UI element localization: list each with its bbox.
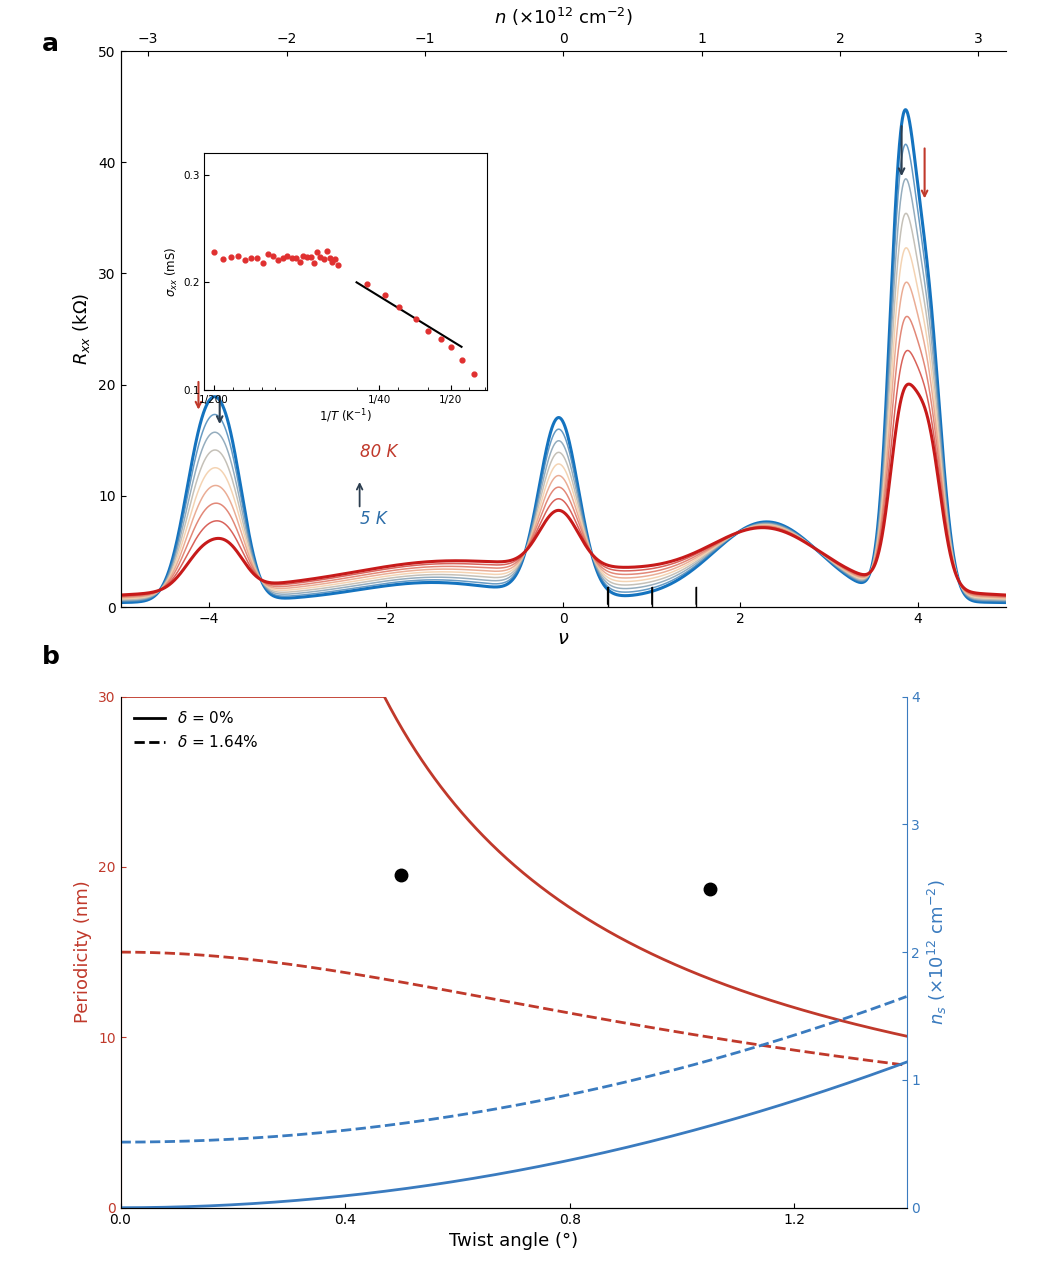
Point (442, 336, 459, 357)
$\delta$ = 1.64% (741, 1035, 754, 1051)
X-axis label: $1/T$ (K$^{-1}$): $1/T$ (K$^{-1}$) (320, 408, 372, 426)
Text: 5 K: 5 K (359, 510, 387, 528)
Point (391, 296, 408, 317)
Point (309, 242, 326, 262)
$\delta$ = 0% (114, 689, 127, 704)
Point (465, 363, 482, 383)
Point (283, 248, 300, 268)
$\delta$ = 0% (900, 1029, 913, 1044)
Point (329, 254, 346, 275)
Text: 80 K: 80 K (359, 443, 397, 461)
Point (306, 252, 323, 272)
X-axis label: $n$ ($\times$10$^{12}$ cm$^{-2}$): $n$ ($\times$10$^{12}$ cm$^{-2}$) (494, 6, 633, 28)
X-axis label: $\nu$: $\nu$ (558, 629, 569, 648)
$\delta$ = 1.64% (432, 982, 444, 997)
Point (433, 328, 450, 349)
$\delta$ = 0% (432, 776, 444, 791)
Point (287, 248, 304, 268)
X-axis label: Twist angle (°): Twist angle (°) (449, 1232, 578, 1250)
Point (291, 252, 308, 272)
Point (230, 247, 246, 267)
$\delta$ = 0% (654, 951, 667, 966)
$\delta$ = 1.64% (900, 1058, 913, 1074)
Point (269, 249, 286, 270)
Point (205, 242, 222, 262)
$\delta$ = 0% (460, 810, 473, 826)
Point (453, 349, 470, 369)
Point (327, 249, 344, 270)
Point (265, 245, 282, 266)
$\delta$ = 1.64% (727, 1034, 740, 1049)
Point (255, 253, 271, 273)
$\delta$ = 0% (741, 985, 754, 1001)
Point (324, 252, 341, 272)
Point (294, 245, 311, 266)
Y-axis label: $n_s$ ($\times$10$^{12}$ cm$^{-2}$): $n_s$ ($\times$10$^{12}$ cm$^{-2}$) (925, 879, 948, 1025)
Point (408, 309, 424, 330)
Line: $\delta$ = 1.64%: $\delta$ = 1.64% (121, 952, 907, 1066)
$\delta$ = 1.64% (195, 947, 208, 962)
Point (319, 240, 335, 261)
Point (419, 321, 436, 341)
Y-axis label: $\sigma_{xx}$ (mS): $\sigma_{xx}$ (mS) (165, 247, 180, 296)
Text: a: a (42, 32, 59, 56)
$\delta$ = 0% (195, 689, 208, 704)
Y-axis label: Periodicity (nm): Periodicity (nm) (74, 881, 92, 1024)
$\delta$ = 0% (727, 980, 740, 996)
Point (275, 248, 291, 268)
Point (248, 248, 265, 268)
Point (236, 250, 253, 271)
Point (222, 247, 239, 267)
$\delta$ = 1.64% (114, 944, 127, 960)
Point (312, 247, 329, 267)
Point (302, 247, 319, 267)
Y-axis label: $R_{xx}$ (k$\Omega$): $R_{xx}$ (k$\Omega$) (71, 293, 92, 366)
Point (376, 285, 393, 305)
Point (279, 245, 296, 266)
$\delta$ = 1.64% (460, 987, 473, 1002)
Point (315, 249, 332, 270)
Line: $\delta$ = 0%: $\delta$ = 0% (121, 697, 907, 1036)
Point (299, 247, 315, 267)
$\delta$ = 1.64% (654, 1021, 667, 1036)
Text: b: b (42, 645, 60, 670)
Point (359, 275, 376, 295)
Point (321, 248, 337, 268)
Point (260, 244, 277, 265)
Point (214, 249, 231, 270)
Legend: $\delta$ = 0%, $\delta$ = 1.64%: $\delta$ = 0%, $\delta$ = 1.64% (128, 704, 265, 757)
Point (243, 248, 260, 268)
